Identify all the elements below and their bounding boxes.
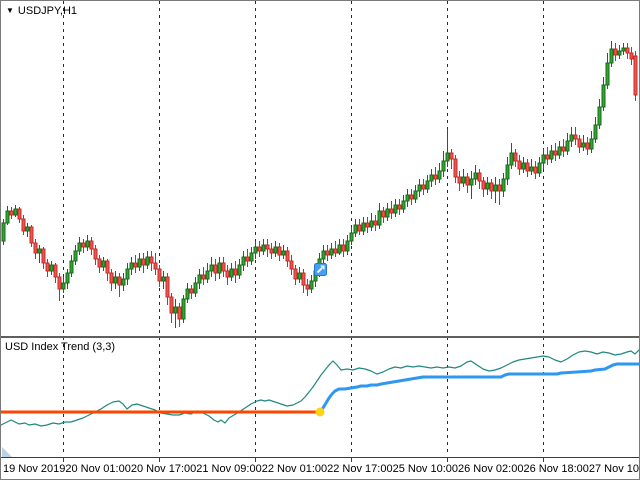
axis-tick	[351, 458, 352, 462]
time-axis-label: 19 Nov 2019	[3, 463, 66, 475]
time-axis-label: 21 Nov 09:00	[196, 463, 262, 475]
chevron-down-icon[interactable]: ▼	[6, 6, 14, 15]
axis-tick	[255, 458, 256, 462]
time-axis-label: 20 Nov 17:00	[130, 463, 197, 475]
chart-canvas[interactable]	[1, 1, 640, 457]
series-trend-up	[318, 362, 639, 414]
symbol-label[interactable]: ▼ USDJPY,H1	[6, 5, 77, 17]
grid-lines	[63, 1, 544, 456]
trend-turn-dot	[315, 407, 325, 417]
time-axis-label: 25 Nov 10:00	[392, 463, 459, 475]
time-axis-label: 22 Nov 01:00	[261, 463, 328, 475]
indicator-pane-label: USD Index Trend (3,3)	[5, 341, 116, 353]
axis-tick	[159, 458, 160, 462]
time-axis-label: 26 Nov 02:00	[458, 463, 524, 475]
time-axis-label: 26 Nov 18:00	[523, 463, 589, 475]
time-axis: 19 Nov 2019 20 Nov 01:00 20 Nov 17:00 21 No…	[1, 460, 640, 479]
pane-separator[interactable]	[1, 336, 639, 338]
time-axis-label: 22 Nov 17:00	[327, 463, 393, 475]
symbol-label-text: USDJPY,H1	[17, 5, 78, 17]
axis-tick	[447, 458, 448, 462]
time-axis-label: 27 Nov 10:00	[588, 463, 640, 475]
time-axis-label: 20 Nov 01:00	[65, 463, 131, 475]
axis-separator	[1, 457, 639, 458]
blue-arrow-marker[interactable]	[314, 263, 327, 276]
series-usd-index	[1, 349, 639, 427]
indicator-series	[1, 349, 639, 427]
candles	[1, 41, 638, 328]
scroll-corner-icon	[2, 447, 12, 457]
axis-tick	[63, 458, 64, 462]
axis-tick	[543, 458, 544, 462]
